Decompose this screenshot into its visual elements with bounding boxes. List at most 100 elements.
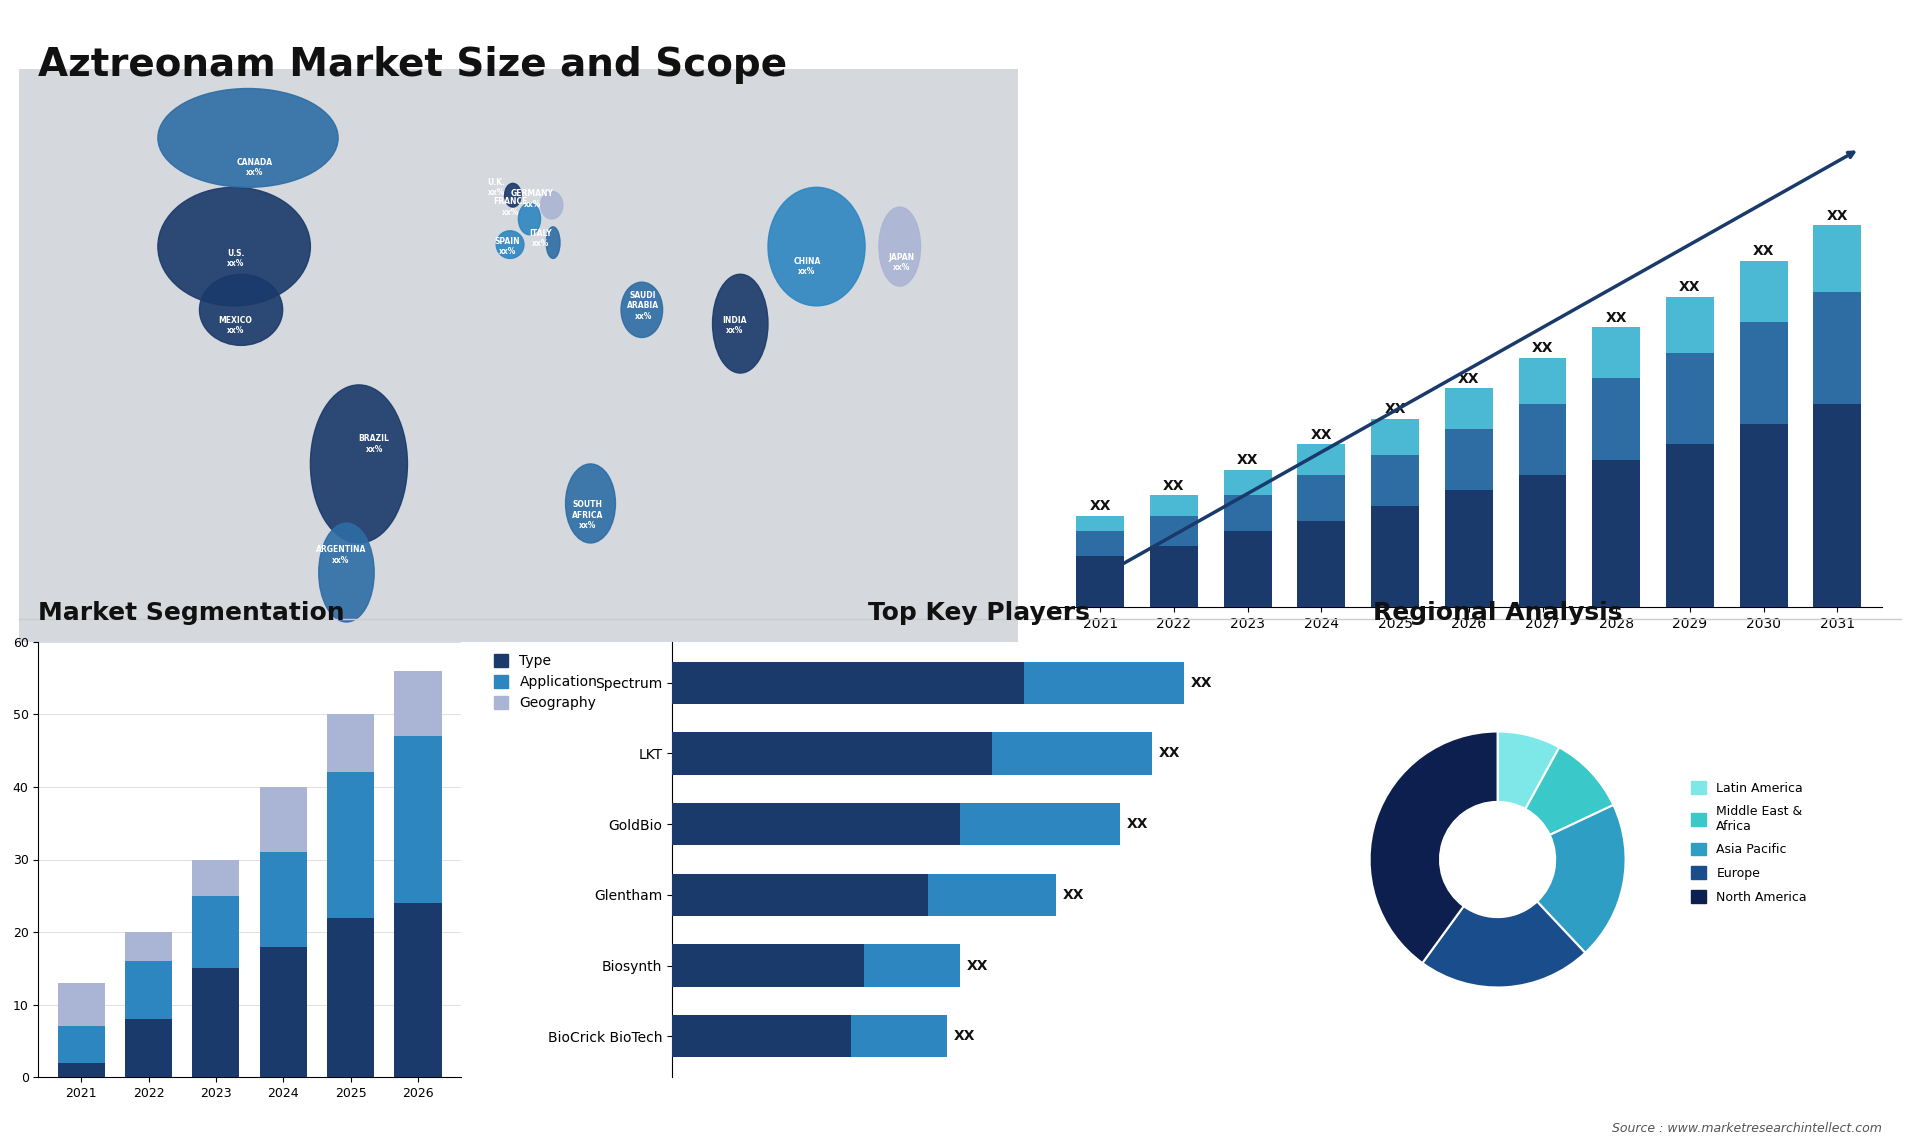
Bar [1298,445,1346,474]
Bar [1077,516,1125,531]
Bar [672,803,960,846]
Legend: Latin America, Middle East &
Africa, Asia Pacific, Europe, North America: Latin America, Middle East & Africa, Asi… [1686,776,1812,909]
Text: Top Key Players: Top Key Players [868,601,1091,625]
Bar [125,1019,173,1077]
Text: GERMANY
xx%: GERMANY xx% [511,189,553,209]
Bar [58,1027,106,1062]
Text: XX: XX [1680,280,1701,295]
Bar [1223,495,1271,531]
Bar [1812,403,1860,607]
Text: XX: XX [1158,746,1181,761]
Text: ITALY
xx%: ITALY xx% [530,229,551,249]
Bar [1812,291,1860,403]
Text: XX: XX [1190,676,1212,690]
Wedge shape [1369,731,1498,963]
Bar [1519,403,1567,474]
Bar [259,853,307,947]
Bar [326,918,374,1077]
Text: CANADA
xx%: CANADA xx% [236,158,273,178]
Bar [1519,474,1567,607]
Bar [1592,378,1640,460]
Text: Regional Analysis: Regional Analysis [1373,601,1622,625]
Ellipse shape [495,230,524,259]
Text: XX: XX [1062,888,1085,902]
Text: XX: XX [1532,342,1553,355]
Text: XX: XX [954,1029,975,1043]
Text: JAPAN
xx%: JAPAN xx% [889,253,914,272]
Bar [1298,474,1346,520]
Text: Aztreonam Market Size and Scope: Aztreonam Market Size and Scope [38,46,787,84]
Bar [1223,531,1271,607]
Bar [394,670,442,736]
Text: XX: XX [966,958,989,973]
Bar [1023,661,1185,704]
Bar [192,896,240,968]
Wedge shape [1524,747,1613,835]
Bar [1371,505,1419,607]
Bar [1667,297,1715,353]
Bar [1077,531,1125,557]
Bar [1150,495,1198,516]
Wedge shape [1423,902,1586,988]
Ellipse shape [200,274,282,345]
Bar [672,944,864,987]
Text: XX: XX [1089,500,1112,513]
Ellipse shape [311,385,407,543]
Bar [672,1015,851,1058]
Text: BRAZIL
xx%: BRAZIL xx% [359,434,390,454]
Text: MEXICO
xx%: MEXICO xx% [219,316,252,336]
Bar [993,732,1152,775]
Bar [1371,455,1419,505]
Text: U.S.
xx%: U.S. xx% [227,249,244,268]
Text: XX: XX [1605,311,1626,324]
Bar [1371,419,1419,455]
Ellipse shape [879,207,920,286]
Bar [1592,328,1640,378]
Bar [1519,358,1567,403]
Bar [58,983,106,1027]
Text: U.K.
xx%: U.K. xx% [488,178,505,197]
Ellipse shape [157,88,338,187]
Text: XX: XX [1753,244,1774,259]
Ellipse shape [541,191,563,219]
Bar [326,714,374,772]
Bar [125,932,173,961]
Bar [1592,460,1640,607]
Bar [672,873,927,916]
Ellipse shape [566,464,616,543]
Bar [1077,557,1125,607]
Text: Source : www.marketresearchintellect.com: Source : www.marketresearchintellect.com [1611,1122,1882,1135]
Bar [1446,490,1492,607]
Bar [927,873,1056,916]
Text: XX: XX [1457,371,1480,386]
Bar [672,732,993,775]
Bar [1740,424,1788,607]
Bar [326,772,374,918]
Ellipse shape [768,187,866,306]
Bar [1446,388,1492,429]
Ellipse shape [319,524,374,622]
Bar [1667,353,1715,445]
Bar [259,947,307,1077]
Bar [58,1062,106,1077]
Text: XX: XX [1384,402,1405,416]
Bar [1740,322,1788,424]
Text: SPAIN
xx%: SPAIN xx% [495,237,520,257]
Text: INDIA
xx%: INDIA xx% [722,316,747,336]
Bar [125,961,173,1019]
Bar [851,1015,947,1058]
Ellipse shape [712,274,768,374]
Text: XX: XX [1826,209,1849,222]
Text: SOUTH
AFRICA
xx%: SOUTH AFRICA xx% [572,501,603,531]
Ellipse shape [157,187,311,306]
Text: XX: XX [1311,427,1332,442]
Bar [1812,226,1860,291]
Text: FRANCE
xx%: FRANCE xx% [493,197,528,217]
Bar [1223,470,1271,495]
Bar [1446,429,1492,490]
Bar [1667,445,1715,607]
Bar [1740,261,1788,322]
Ellipse shape [620,282,662,337]
Text: CHINA
xx%: CHINA xx% [793,257,820,276]
Text: SAUDI
ARABIA
xx%: SAUDI ARABIA xx% [628,291,659,321]
